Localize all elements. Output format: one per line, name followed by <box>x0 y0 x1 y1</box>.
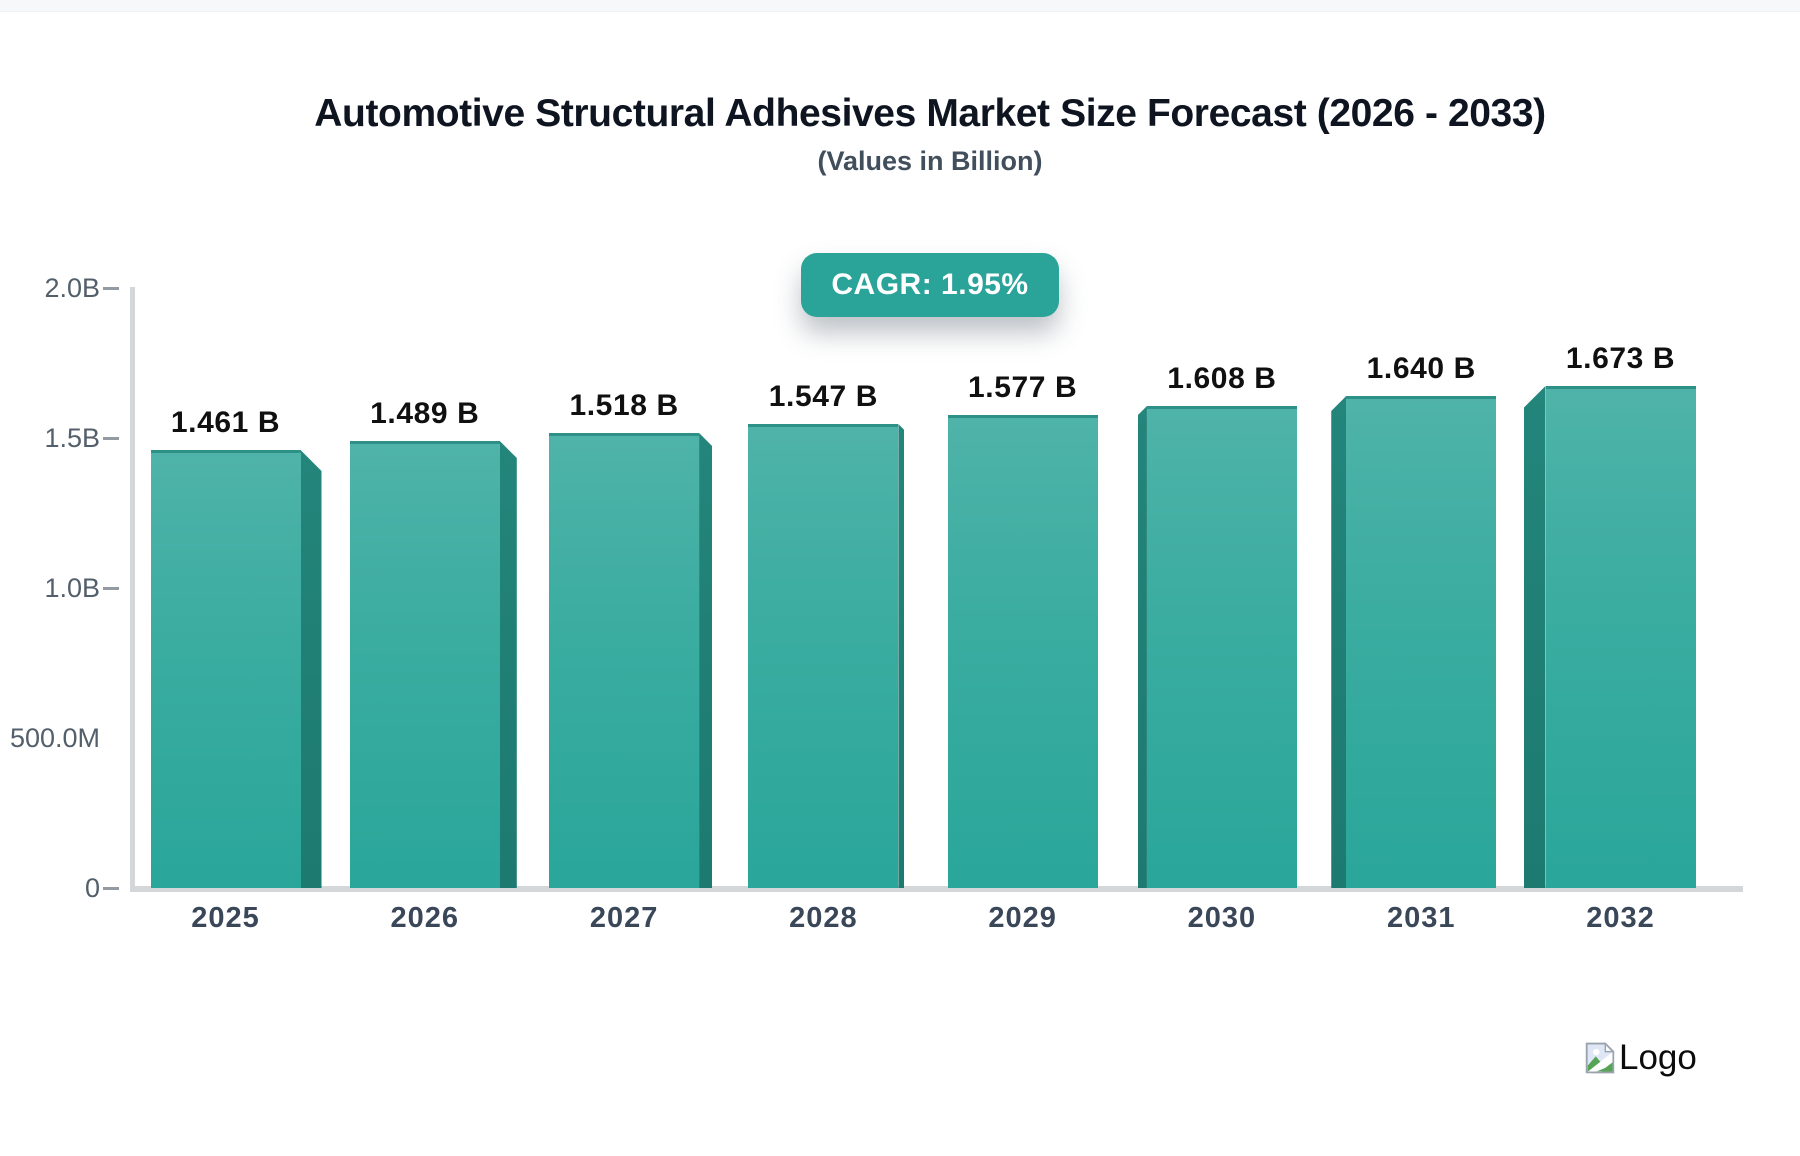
bar-side-face <box>1137 406 1147 888</box>
y-axis-tick-mark <box>103 436 119 440</box>
chart-subtitle: (Values in Billion) <box>817 146 1043 176</box>
bar-value-label: 1.577 B <box>968 371 1078 404</box>
bar-group-2032 <box>1523 386 1696 888</box>
y-axis-tick-mark <box>103 886 119 890</box>
bar-group-2025 <box>150 450 322 888</box>
bar-value-label: 1.547 B <box>768 380 878 413</box>
chart-title: Automotive Structural Adhesives Market S… <box>314 92 1546 135</box>
x-axis-label-2031: 2031 <box>1386 902 1456 934</box>
bar-group-2030 <box>1137 406 1297 888</box>
bar-value-label: 1.673 B <box>1565 342 1676 375</box>
y-axis-tick-label: 1.0B <box>44 573 100 603</box>
x-axis-line <box>130 886 1743 892</box>
bar-group-2029 <box>947 415 1098 888</box>
bar-group-2027 <box>549 433 713 888</box>
bar-group-2026 <box>349 441 517 888</box>
bar-side-face <box>1523 386 1546 888</box>
bar-front-face <box>150 450 301 888</box>
y-axis-tick-label: 0 <box>84 873 100 903</box>
y-axis-tick-label: 1.5B <box>44 423 100 453</box>
bar-front-face <box>1146 406 1297 888</box>
broken-image-icon <box>1585 1041 1615 1074</box>
x-axis-label-2032: 2032 <box>1586 902 1655 934</box>
bar-side-face <box>898 424 905 888</box>
logo: Logo <box>1583 1038 1697 1078</box>
bar-front-face <box>1346 396 1497 888</box>
bar-group-2028 <box>748 424 905 888</box>
x-axis-label-2026: 2026 <box>390 902 460 934</box>
x-axis-label-2028: 2028 <box>789 902 858 934</box>
bar-side-face <box>1331 396 1347 888</box>
x-axis-label-2030: 2030 <box>1187 902 1257 934</box>
cagr-badge-band: CAGR: 1.95% <box>60 253 1800 317</box>
bar-value-label: 1.489 B <box>370 397 480 430</box>
bar-side-face <box>499 441 517 888</box>
x-axis-label-2025: 2025 <box>191 902 260 934</box>
bar-front-face <box>549 433 700 888</box>
bar-value-label: 1.461 B <box>170 406 281 439</box>
bar-value-label: 1.608 B <box>1167 362 1277 395</box>
logo-alt-text: Logo <box>1619 1038 1697 1077</box>
page-top-strip <box>0 0 1800 12</box>
y-axis-line <box>130 287 135 888</box>
cagr-badge: CAGR: 1.95% <box>801 253 1059 317</box>
bar-group-2031 <box>1331 396 1497 888</box>
bar-front-face <box>748 424 899 888</box>
bar-value-label: 1.518 B <box>569 389 679 422</box>
y-axis-tick-mark <box>103 586 119 590</box>
y-axis-tick-label: 500.0M <box>9 723 100 753</box>
x-axis-label-2027: 2027 <box>589 902 659 934</box>
bar-side-face <box>300 450 322 888</box>
bar-front-face <box>1545 386 1696 888</box>
y-axis-tick-label: 2.0B <box>44 273 100 303</box>
bar-value-label: 1.640 B <box>1366 352 1476 385</box>
bar-side-face <box>699 433 713 888</box>
bar-front-face <box>947 415 1098 888</box>
x-axis-label-2029: 2029 <box>988 902 1057 934</box>
bar-front-face <box>349 441 500 888</box>
y-axis-tick-mark <box>103 286 119 290</box>
